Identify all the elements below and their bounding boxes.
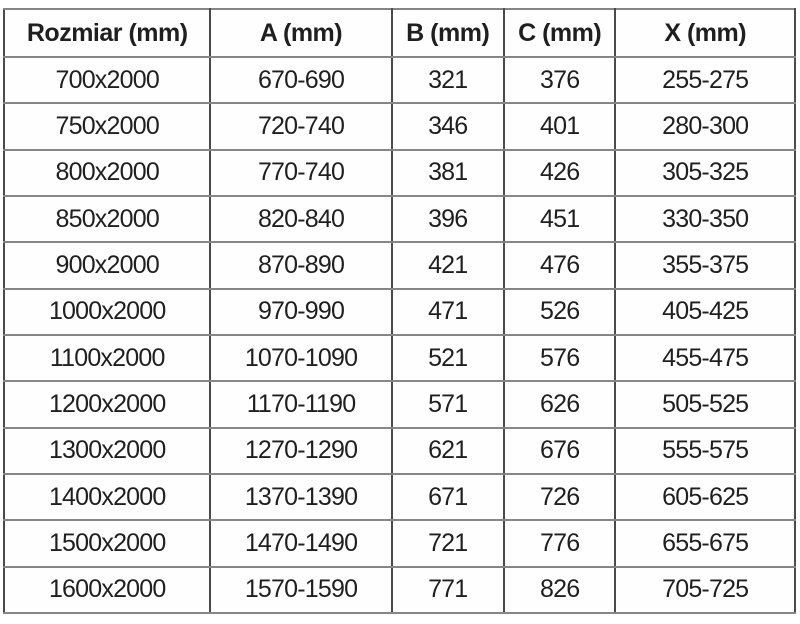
table-cell: 355-375 <box>614 241 796 290</box>
table-cell: 421 <box>390 241 505 290</box>
table-cell: 1500x2000 <box>2 519 212 568</box>
table-cell: 280-300 <box>614 102 796 151</box>
table-cell: 451 <box>502 194 617 244</box>
table-cell: 1070-1090 <box>209 333 393 383</box>
table-cell: 726 <box>502 472 617 522</box>
table-cell: 1000x2000 <box>2 287 212 336</box>
table-row: 1300x2000 1270-1290 621 676 555-575 <box>2 426 796 475</box>
table-cell: 346 <box>390 102 505 151</box>
column-header: C (mm) <box>502 8 617 58</box>
table-row: 1600x2000 1570-1590 771 826 705-725 <box>2 565 796 615</box>
table-cell: 1400x2000 <box>2 472 212 522</box>
table-cell: 970-990 <box>209 287 393 336</box>
table-cell: 571 <box>390 380 505 429</box>
table-cell: 555-575 <box>614 426 796 475</box>
table-row: 800x2000 770-740 381 426 305-325 <box>2 148 796 197</box>
table-cell: 476 <box>502 241 617 290</box>
table-row: 850x2000 820-840 396 451 330-350 <box>2 194 796 244</box>
table-cell: 771 <box>390 565 505 615</box>
table-cell: 605-625 <box>614 472 796 522</box>
table-cell: 626 <box>502 380 617 429</box>
table-cell: 305-325 <box>614 148 796 197</box>
table-cell: 655-675 <box>614 519 796 568</box>
table-row: 900x2000 870-890 421 476 355-375 <box>2 241 796 290</box>
table-cell: 1300x2000 <box>2 426 212 475</box>
table-cell: 676 <box>502 426 617 475</box>
table-row: 1000x2000 970-990 471 526 405-425 <box>2 287 796 336</box>
column-header: Rozmiar (mm) <box>2 8 212 58</box>
table-cell: 396 <box>390 194 505 244</box>
table-cell: 376 <box>502 55 617 105</box>
column-header: X (mm) <box>614 8 796 58</box>
table-cell: 471 <box>390 287 505 336</box>
table-cell: 705-725 <box>614 565 796 615</box>
table-cell: 1200x2000 <box>2 380 212 429</box>
table-cell: 721 <box>390 519 505 568</box>
table-cell: 671 <box>390 472 505 522</box>
table-body: 700x2000 670-690 321 376 255-275 750x2000 720-… <box>2 55 796 615</box>
table-cell: 670-690 <box>209 55 393 105</box>
table-cell: 826 <box>502 565 617 615</box>
table-cell: 800x2000 <box>2 148 212 197</box>
table-cell: 526 <box>502 287 617 336</box>
table-cell: 521 <box>390 333 505 383</box>
table-cell: 405-425 <box>614 287 796 336</box>
table-cell: 1470-1490 <box>209 519 393 568</box>
table-cell: 850x2000 <box>2 194 212 244</box>
table-cell: 1370-1390 <box>209 472 393 522</box>
table-cell: 700x2000 <box>2 55 212 105</box>
table-cell: 401 <box>502 102 617 151</box>
table-cell: 1570-1590 <box>209 565 393 615</box>
table-cell: 770-740 <box>209 148 393 197</box>
table-row: 1200x2000 1170-1190 571 626 505-525 <box>2 380 796 429</box>
header-row: Rozmiar (mm) A (mm) B (mm) C (mm) X (mm) <box>2 8 796 58</box>
table-cell: 621 <box>390 426 505 475</box>
table-cell: 870-890 <box>209 241 393 290</box>
table-row: 1400x2000 1370-1390 671 726 605-625 <box>2 472 796 522</box>
table-cell: 1600x2000 <box>2 565 212 615</box>
column-header: A (mm) <box>209 8 393 58</box>
table-cell: 321 <box>390 55 505 105</box>
table-row: 700x2000 670-690 321 376 255-275 <box>2 55 796 105</box>
column-header: B (mm) <box>390 8 505 58</box>
table-cell: 1170-1190 <box>209 380 393 429</box>
table-cell: 455-475 <box>614 333 796 383</box>
table-cell: 750x2000 <box>2 102 212 151</box>
table-cell: 900x2000 <box>2 241 212 290</box>
table-cell: 820-840 <box>209 194 393 244</box>
table-cell: 255-275 <box>614 55 796 105</box>
table-cell: 1270-1290 <box>209 426 393 475</box>
table-cell: 505-525 <box>614 380 796 429</box>
table-cell: 576 <box>502 333 617 383</box>
table-cell: 776 <box>502 519 617 568</box>
table-cell: 426 <box>502 148 617 197</box>
table-row: 750x2000 720-740 346 401 280-300 <box>2 102 796 151</box>
table-cell: 1100x2000 <box>2 333 212 383</box>
table-cell: 330-350 <box>614 194 796 244</box>
table-cell: 381 <box>390 148 505 197</box>
table-row: 1500x2000 1470-1490 721 776 655-675 <box>2 519 796 568</box>
table-row: 1100x2000 1070-1090 521 576 455-475 <box>2 333 796 383</box>
dimensions-table: Rozmiar (mm) A (mm) B (mm) C (mm) X (mm) 700… <box>2 8 796 615</box>
table-cell: 720-740 <box>209 102 393 151</box>
